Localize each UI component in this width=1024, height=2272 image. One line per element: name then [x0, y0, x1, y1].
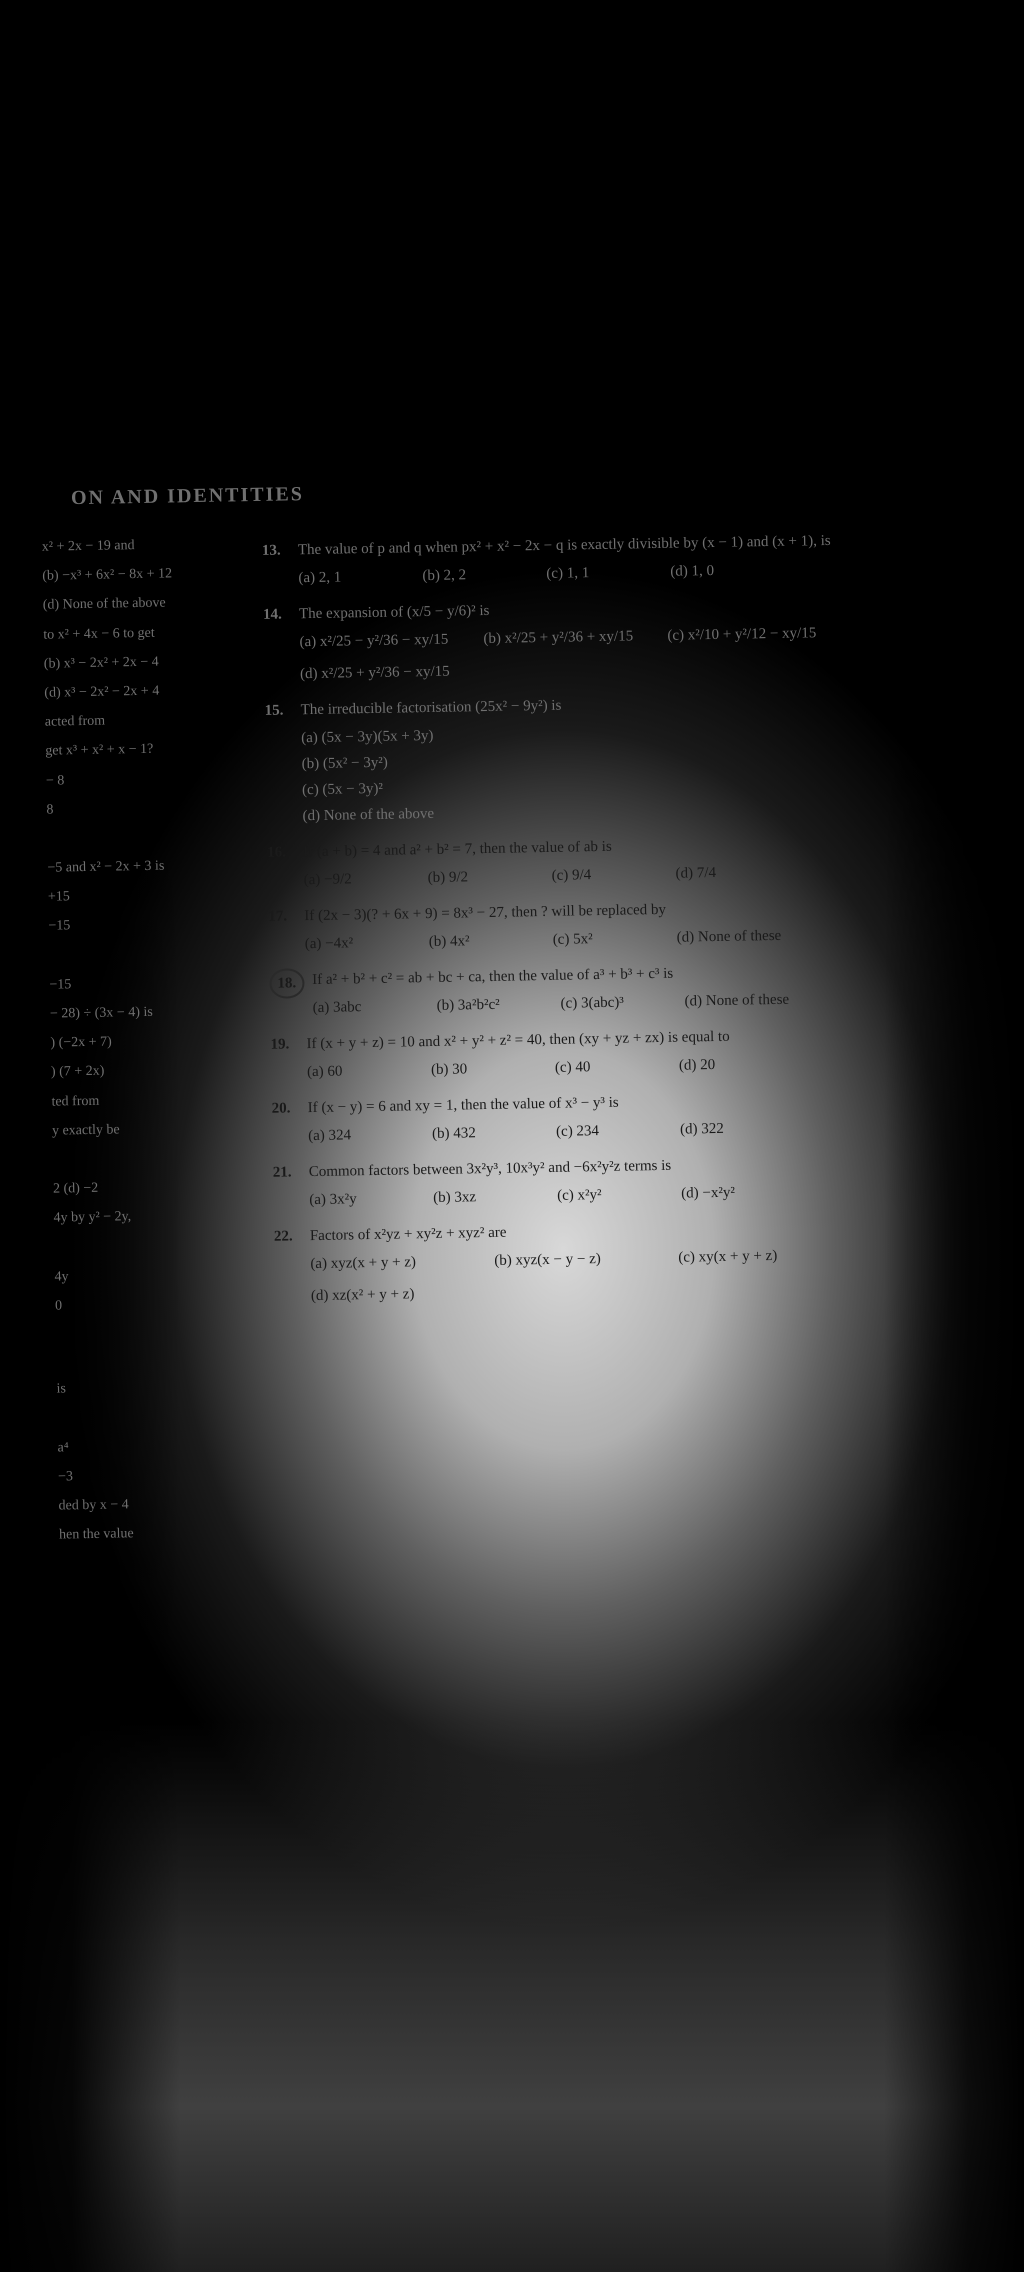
- fragment: −5 and x² − 2x + 3 is: [47, 852, 247, 881]
- option-a: (a) x²/25 − y²/36 − xy/15: [299, 627, 459, 654]
- fragment: ded by x − 4: [58, 1490, 258, 1519]
- option-a: (a) −9/2: [303, 866, 403, 892]
- fragment: − 28) ÷ (3x − 4) is: [50, 998, 250, 1027]
- fragment: − 8: [46, 765, 246, 794]
- question-number: 13.: [262, 538, 291, 590]
- option-c: (c) 3(abc)³: [560, 990, 660, 1016]
- fragment: −3: [58, 1461, 258, 1490]
- question-number: 15.: [264, 698, 294, 828]
- option-d: (d) 7/4: [675, 860, 775, 886]
- option-c: (c) x²y²: [557, 1182, 657, 1208]
- question-text: If (2x − 3)(? + 6x + 9) = 8x³ − 27, then…: [304, 902, 666, 924]
- question-18: 18. If a² + b² + c² = ab + bc + ca, then…: [269, 957, 924, 1020]
- option-c: (c) 40: [555, 1054, 655, 1080]
- option-a: (a) 324: [308, 1122, 408, 1148]
- question-text: If (x − y) = 6 and xy = 1, then the valu…: [308, 1095, 619, 1116]
- question-text: The irreducible factorisation (25x² − 9y…: [301, 698, 562, 719]
- question-15: 15. The irreducible factorisation (25x² …: [264, 687, 920, 828]
- fragment: (d) x³ − 2x² − 2x + 4: [44, 677, 244, 706]
- question-number: 18.: [269, 968, 305, 1021]
- question-number: 21.: [273, 1160, 302, 1212]
- fragment: ) (7 + 2x): [51, 1057, 251, 1086]
- option-d: (d) xz(x² + y + z): [311, 1281, 471, 1308]
- fragment: acted from: [45, 706, 245, 735]
- option-a: (a) xyz(x + y + z): [310, 1249, 470, 1276]
- option-d: (d) None of these: [684, 987, 844, 1014]
- question-13: 13. The value of p and q when px² + x² −…: [262, 527, 917, 590]
- chapter-header: ON AND IDENTITIES: [71, 472, 915, 510]
- fragment: 4y: [54, 1261, 254, 1290]
- question-text: Factors of x²yz + xy²z + xyz² are: [310, 1225, 507, 1244]
- option-a: (a) −4x²: [305, 930, 405, 956]
- fragment: −15: [49, 969, 249, 998]
- question-number: 19.: [270, 1032, 299, 1084]
- option-b: (b) 432: [432, 1120, 532, 1146]
- option-a: (a) 2, 1: [298, 564, 398, 590]
- question-16: 16. If (a + b) = 4 and a² + b² = 7, then…: [267, 829, 922, 892]
- option-c: (c) 9/4: [551, 862, 651, 888]
- fragment: 2 (d) −2: [53, 1173, 253, 1202]
- fragment: (d) None of the above: [43, 590, 243, 619]
- option-d: (d) 20: [679, 1052, 779, 1078]
- option-b: (b) 9/2: [427, 864, 527, 890]
- fragment: ) (−2x + 7): [50, 1027, 250, 1056]
- fragment: −15: [48, 911, 248, 940]
- textbook-page: ON AND IDENTITIES x² + 2x − 19 and (b) −…: [41, 472, 933, 1552]
- question-number: 22.: [274, 1224, 303, 1308]
- option-d: (d) 322: [680, 1116, 780, 1142]
- fragment: 0: [55, 1290, 255, 1319]
- fragment: to x² + 4x − 6 to get: [43, 619, 243, 648]
- option-d: (d) x²/25 + y²/36 − xy/15: [300, 659, 460, 686]
- question-text: The value of p and q when px² + x² − 2x …: [298, 533, 831, 558]
- option-d: (d) −x²y²: [681, 1180, 781, 1206]
- option-c: (c) 234: [556, 1118, 656, 1144]
- question-14: 14. The expansion of (x/5 − y/6)² is (a)…: [263, 591, 918, 686]
- option-b: (b) xyz(x − y − z): [494, 1246, 654, 1273]
- question-number: 16.: [267, 840, 296, 892]
- fragment: 4y by y² − 2y,: [53, 1202, 253, 1231]
- circled-number: 18.: [269, 968, 304, 999]
- fragment: get x³ + x² + x − 1?: [45, 735, 245, 764]
- fragment: +15: [48, 881, 248, 910]
- question-22: 22. Factors of x²yz + xy²z + xyz² are (a…: [274, 1213, 929, 1308]
- option-b: (b) x²/25 + y²/36 + xy/15: [483, 624, 643, 651]
- option-c: (c) xy(x + y + z): [678, 1243, 838, 1270]
- question-number: 14.: [263, 602, 292, 686]
- question-19: 19. If (x + y + z) = 10 and x² + y² + z²…: [270, 1021, 925, 1084]
- option-d: (d) 1, 0: [670, 558, 770, 584]
- option-a: (a) 60: [307, 1058, 407, 1084]
- question-17: 17. If (2x − 3)(? + 6x + 9) = 8x³ − 27, …: [268, 893, 923, 956]
- question-text: If (a + b) = 4 and a² + b² = 7, then the…: [303, 839, 612, 860]
- fragment: hen the value: [59, 1519, 259, 1548]
- option-b: (b) 3xz: [433, 1184, 533, 1210]
- fragment: y exactly be: [52, 1115, 252, 1144]
- option-a: (a) 3x²y: [309, 1186, 409, 1212]
- option-d: (d) None of these: [677, 923, 837, 950]
- fragment: (b) x³ − 2x² + 2x − 4: [44, 648, 244, 677]
- fragment: x² + 2x − 19 and: [42, 531, 242, 560]
- option-c: (c) 1, 1: [546, 560, 646, 586]
- option-a: (a) 3abc: [312, 994, 412, 1020]
- question-20: 20. If (x − y) = 6 and xy = 1, then the …: [271, 1085, 926, 1148]
- question-21: 21. Common factors between 3x²y³, 10x³y²…: [273, 1149, 928, 1212]
- option-c: (c) x²/10 + y²/12 − xy/15: [667, 621, 827, 648]
- option-b: (b) 30: [431, 1056, 531, 1082]
- fragment: a⁴: [57, 1432, 257, 1461]
- option-b: (b) 4x²: [429, 928, 529, 954]
- fragment: is: [56, 1374, 256, 1403]
- fragment: ted from: [51, 1086, 251, 1115]
- right-column-questions: 13. The value of p and q when px² + x² −…: [261, 515, 933, 1548]
- question-text: The expansion of (x/5 − y/6)² is: [299, 603, 490, 622]
- question-text: If (x + y + z) = 10 and x² + y² + z² = 4…: [306, 1029, 729, 1052]
- option-b: (b) 2, 2: [422, 562, 522, 588]
- option-b: (b) 3a²b²c²: [436, 992, 536, 1018]
- option-c: (c) 5x²: [553, 926, 653, 952]
- question-text: Common factors between 3x²y³, 10x³y² and…: [309, 1158, 672, 1180]
- fragment: (b) −x³ + 6x² − 8x + 12: [42, 560, 242, 589]
- left-column-fragments: x² + 2x − 19 and (b) −x³ + 6x² − 8x + 12…: [42, 527, 260, 1552]
- question-number: 17.: [268, 904, 297, 956]
- question-number: 20.: [271, 1096, 300, 1148]
- fragment: 8: [46, 794, 246, 823]
- question-text: If a² + b² + c² = ab + bc + ca, then the…: [312, 966, 673, 988]
